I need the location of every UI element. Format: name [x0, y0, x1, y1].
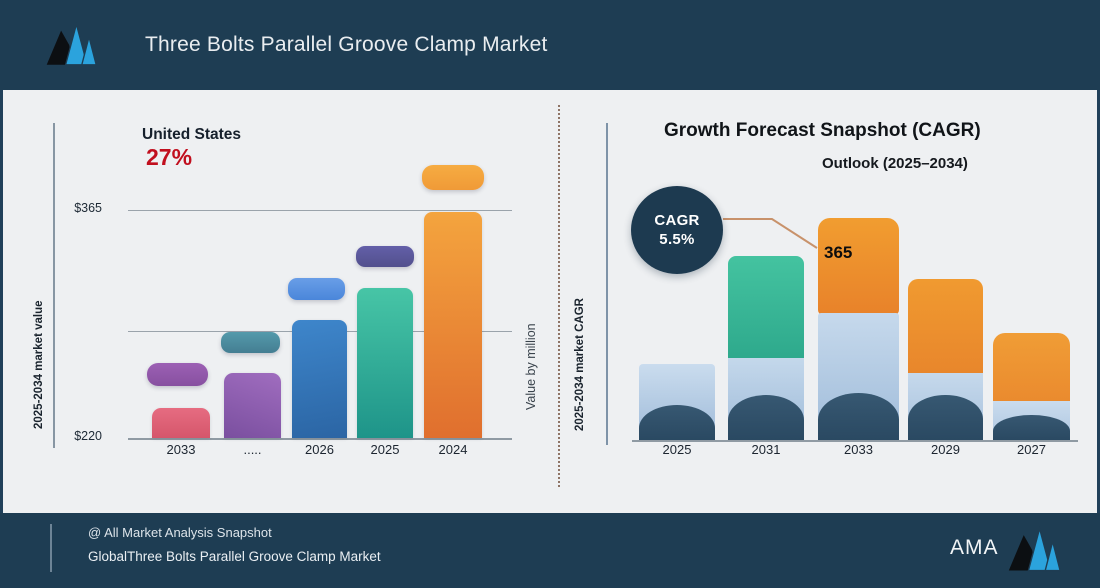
page-title: Three Bolts Parallel Groove Clamp Market [145, 33, 548, 56]
cagr-badge-value: 5.5% [659, 231, 695, 248]
right-chart-subtitle: Outlook (2025–2034) [822, 155, 968, 172]
bar-cap-2026 [288, 278, 345, 300]
bar-value-annotation: 365 [824, 243, 853, 262]
x-label-2033: 2033 [844, 442, 873, 457]
footer-source-line: @ All Market Analysis Snapshot [88, 525, 272, 540]
bar-2027-segment-2 [993, 415, 1070, 440]
gridline-2 [128, 438, 512, 440]
infographic-body: 2025-2034 market value United States 27%… [0, 90, 1100, 513]
bar-2033 [152, 408, 210, 438]
x-label-2025: 2025 [370, 442, 400, 457]
y-tick-label: $365 [74, 201, 102, 215]
footer-bar: @ All Market Analysis Snapshot GlobalThr… [0, 513, 1100, 588]
right-chart-y-axis-title: 2025-2034 market CAGR [574, 298, 586, 432]
bar-2027-segment-0 [993, 333, 1070, 403]
bar-2025-segment-1 [639, 405, 715, 440]
bar-2031-segment-2 [728, 395, 804, 440]
right-chart-y-axis [606, 123, 608, 445]
x-label-2033: 2033 [166, 442, 196, 457]
ama-mountain-logo-icon [1008, 526, 1062, 572]
bar-2033-segment-2 [818, 393, 899, 440]
x-label-2029: 2029 [931, 442, 960, 457]
left-chart-highlight-percent: 27% [146, 144, 193, 170]
bar-cap-..... [221, 332, 280, 353]
gridline-0 [128, 210, 512, 211]
bar-cap-2024 [422, 165, 484, 190]
footer-divider-rule [50, 524, 52, 572]
x-label-2025: 2025 [662, 442, 692, 457]
bar-2029-segment-0 [908, 279, 983, 375]
ama-mountain-logo-icon [46, 22, 98, 66]
panel-divider-dotted-line [558, 105, 560, 487]
bar-..... [224, 373, 281, 438]
x-label-2026: 2026 [305, 442, 334, 457]
left-chart-region-label: United States [142, 126, 242, 143]
bar-cap-2025 [356, 246, 414, 267]
left-chart-secondary-axis-title: Value by million [524, 323, 538, 411]
y-tick-label: $220 [74, 429, 102, 443]
x-label-2024: 2024 [438, 442, 468, 457]
cagr-badge-label: CAGR [654, 212, 700, 229]
bar-2033-segment-0 [818, 218, 899, 315]
bar-2029-segment-2 [908, 395, 983, 440]
x-label-.....: ..... [243, 442, 262, 457]
left-chart-y-axis-title: 2025-2034 market value [33, 300, 45, 430]
right-chart-title: Growth Forecast Snapshot (CAGR) [664, 120, 981, 141]
bar-2026 [292, 320, 347, 438]
left-chart-y-axis [53, 123, 55, 448]
cagr-badge: CAGR 5.5% [631, 186, 723, 274]
footer-report-title: GlobalThree Bolts Parallel Groove Clamp … [88, 549, 381, 564]
bar-2031-segment-0 [728, 256, 804, 359]
x-label-2027: 2027 [1017, 442, 1046, 457]
footer-brand-text: AMA [950, 536, 999, 559]
bar-2025 [357, 288, 413, 438]
x-label-2031: 2031 [751, 442, 781, 457]
bar-2024 [424, 212, 482, 438]
right-baseline [632, 440, 1078, 442]
bar-cap-2033 [147, 363, 208, 386]
header-bar: Three Bolts Parallel Groove Clamp Market [0, 0, 1100, 90]
